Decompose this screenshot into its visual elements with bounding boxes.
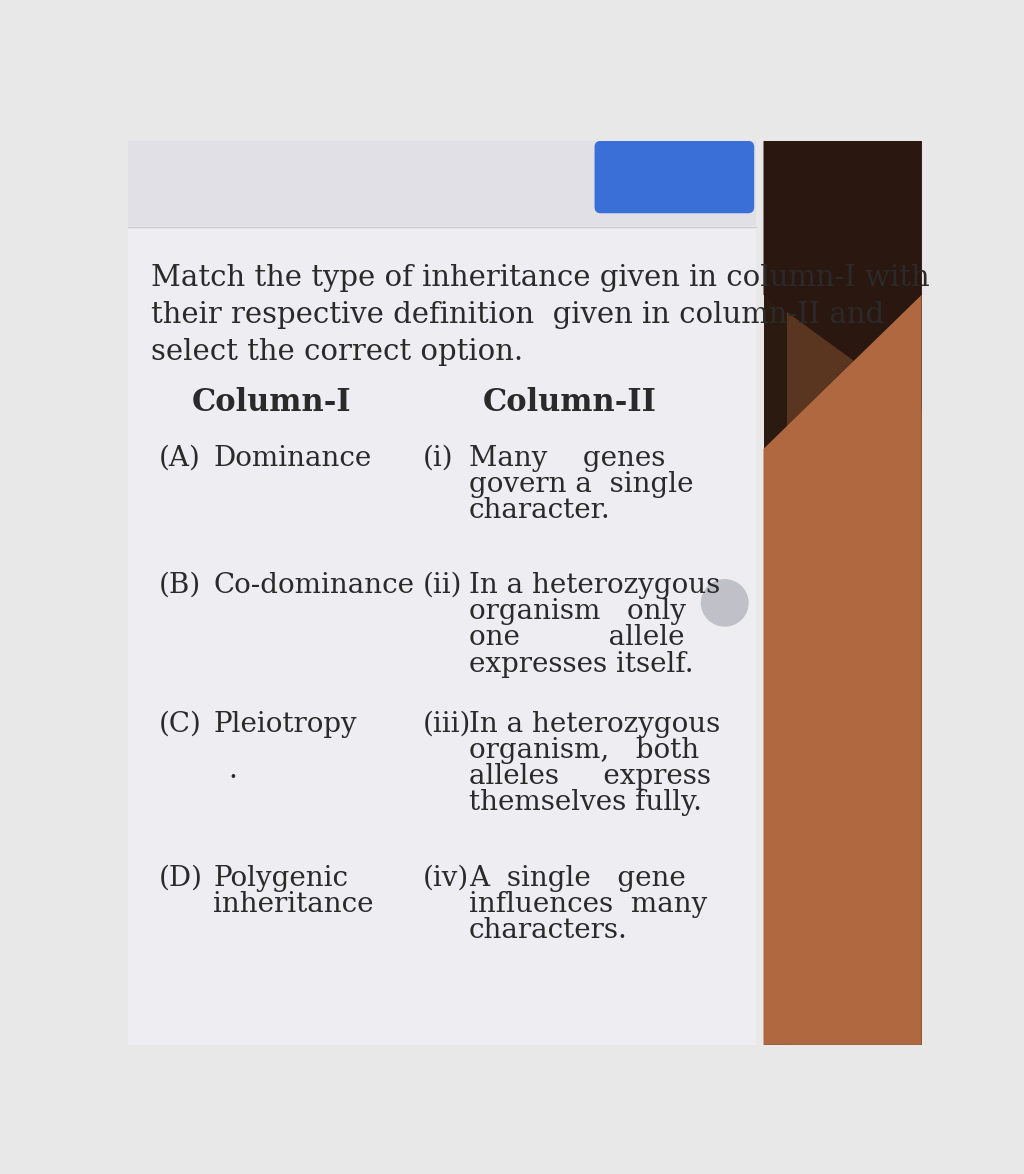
Text: one          allele: one allele bbox=[469, 625, 684, 652]
Circle shape bbox=[701, 580, 748, 626]
Text: A  single   gene: A single gene bbox=[469, 865, 686, 892]
Text: organism   only: organism only bbox=[469, 599, 686, 626]
Text: Many    genes: Many genes bbox=[469, 445, 666, 472]
Text: Match the type of inheritance given in column-I with: Match the type of inheritance given in c… bbox=[152, 264, 930, 292]
Text: (ii): (ii) bbox=[423, 572, 462, 599]
Text: Column-II: Column-II bbox=[482, 387, 656, 418]
Text: Pleiotropy: Pleiotropy bbox=[213, 710, 357, 737]
Text: organism,   both: organism, both bbox=[469, 737, 699, 764]
Text: (i): (i) bbox=[423, 445, 454, 472]
Text: In a heterozygous: In a heterozygous bbox=[469, 710, 720, 737]
Polygon shape bbox=[128, 141, 756, 1045]
Text: inheritance: inheritance bbox=[213, 891, 374, 918]
Text: (A): (A) bbox=[159, 445, 201, 472]
Text: expresses itself.: expresses itself. bbox=[469, 650, 693, 677]
Text: themselves fully.: themselves fully. bbox=[469, 789, 702, 816]
Text: .: . bbox=[228, 757, 238, 784]
Text: Dominance: Dominance bbox=[213, 445, 372, 472]
Text: Co-dominance: Co-dominance bbox=[213, 572, 415, 599]
Text: influences  many: influences many bbox=[469, 891, 708, 918]
Text: characters.: characters. bbox=[469, 917, 628, 944]
Polygon shape bbox=[786, 141, 922, 1045]
Text: govern a  single: govern a single bbox=[469, 471, 693, 498]
Text: their respective definition  given in column-II and: their respective definition given in col… bbox=[152, 301, 885, 329]
Text: select the correct option.: select the correct option. bbox=[152, 338, 523, 366]
Text: Polygenic: Polygenic bbox=[213, 865, 348, 892]
Polygon shape bbox=[128, 141, 756, 225]
Text: (iii): (iii) bbox=[423, 710, 471, 737]
Text: (D): (D) bbox=[159, 865, 203, 892]
Text: (iv): (iv) bbox=[423, 865, 469, 892]
Polygon shape bbox=[764, 141, 922, 411]
Text: alleles     express: alleles express bbox=[469, 763, 711, 790]
Text: (B): (B) bbox=[159, 572, 202, 599]
Text: character.: character. bbox=[469, 498, 610, 525]
Text: (C): (C) bbox=[159, 710, 202, 737]
Text: In a heterozygous: In a heterozygous bbox=[469, 572, 720, 599]
Polygon shape bbox=[764, 295, 922, 1045]
Text: Column-I: Column-I bbox=[191, 387, 351, 418]
FancyBboxPatch shape bbox=[595, 141, 755, 214]
Polygon shape bbox=[764, 141, 922, 1045]
